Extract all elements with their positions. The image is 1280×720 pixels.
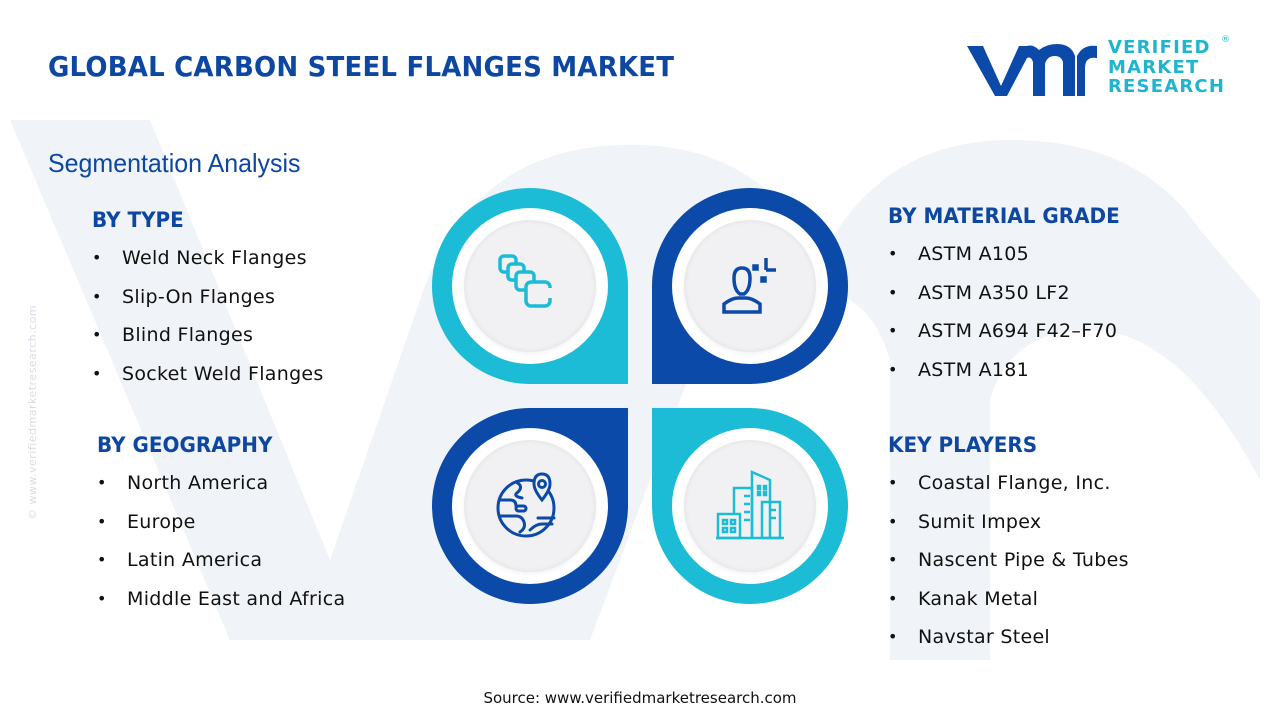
vmr-logo: VERIFIED MARKET RESEARCH ® [965, 35, 1235, 102]
list-item: Weld Neck Flanges [92, 246, 324, 285]
page-title: GLOBAL CARBON STEEL FLANGES MARKET [48, 50, 675, 83]
list-item: Coastal Flange, Inc. [888, 471, 1129, 510]
list-item: ASTM A350 LF2 [888, 281, 1132, 320]
quadrant-material-grade [652, 188, 848, 384]
segment-by-material-grade: BY MATERIAL GRADE ASTM A105 ASTM A350 LF… [888, 204, 1132, 396]
list-item: ASTM A181 [888, 358, 1132, 397]
quadrant-geography [432, 408, 628, 604]
logo-line-market: MARKET [1108, 56, 1200, 78]
list-item: Latin America [97, 548, 345, 587]
segmentation-quadrant-graphic [432, 188, 848, 606]
vmr-logo-mark-icon [967, 44, 1097, 96]
list-item: North America [97, 471, 345, 510]
quadrant-type [432, 188, 628, 384]
side-watermark-text: © www.verifiedmarketresearch.com [26, 304, 39, 520]
segment-heading: KEY PLAYERS [888, 433, 1038, 457]
list-item: Sumit Impex [888, 510, 1129, 549]
quadrant-key-players [652, 408, 848, 604]
list-item: Socket Weld Flanges [92, 362, 324, 401]
list-item: Navstar Steel [888, 625, 1129, 664]
list-item: Blind Flanges [92, 323, 324, 362]
logo-line-research: RESEARCH [1108, 76, 1226, 97]
buildings-icon [716, 470, 784, 540]
list-item: Middle East and Africa [97, 587, 345, 626]
list-item: Europe [97, 510, 345, 549]
list-item: ASTM A105 [888, 242, 1132, 281]
registered-mark: ® [1221, 35, 1230, 45]
source-footer: Source: www.verifiedmarketresearch.com [483, 689, 797, 707]
segment-heading: BY TYPE [92, 208, 184, 232]
segment-key-players: KEY PLAYERS Coastal Flange, Inc. Sumit I… [888, 433, 1129, 664]
logo-line-verified: VERIFIED [1108, 37, 1211, 58]
globe-location-icon [496, 472, 556, 538]
stacked-squares-icon [498, 254, 553, 308]
segment-by-type: BY TYPE Weld Neck Flanges Slip-On Flange… [92, 208, 324, 400]
segment-by-geography: BY GEOGRAPHY North America Europe Latin … [97, 433, 345, 625]
vmr-logo-text: VERIFIED MARKET RESEARCH [1108, 38, 1225, 97]
segment-heading: BY GEOGRAPHY [97, 433, 273, 457]
person-icon [722, 258, 776, 314]
list-item: Nascent Pipe & Tubes [888, 548, 1129, 587]
list-item: ASTM A694 F42–F70 [888, 319, 1132, 358]
list-item: Slip-On Flanges [92, 285, 324, 324]
segment-heading: BY MATERIAL GRADE [888, 204, 1120, 228]
section-subtitle: Segmentation Analysis [48, 148, 301, 178]
list-item: Kanak Metal [888, 587, 1129, 626]
